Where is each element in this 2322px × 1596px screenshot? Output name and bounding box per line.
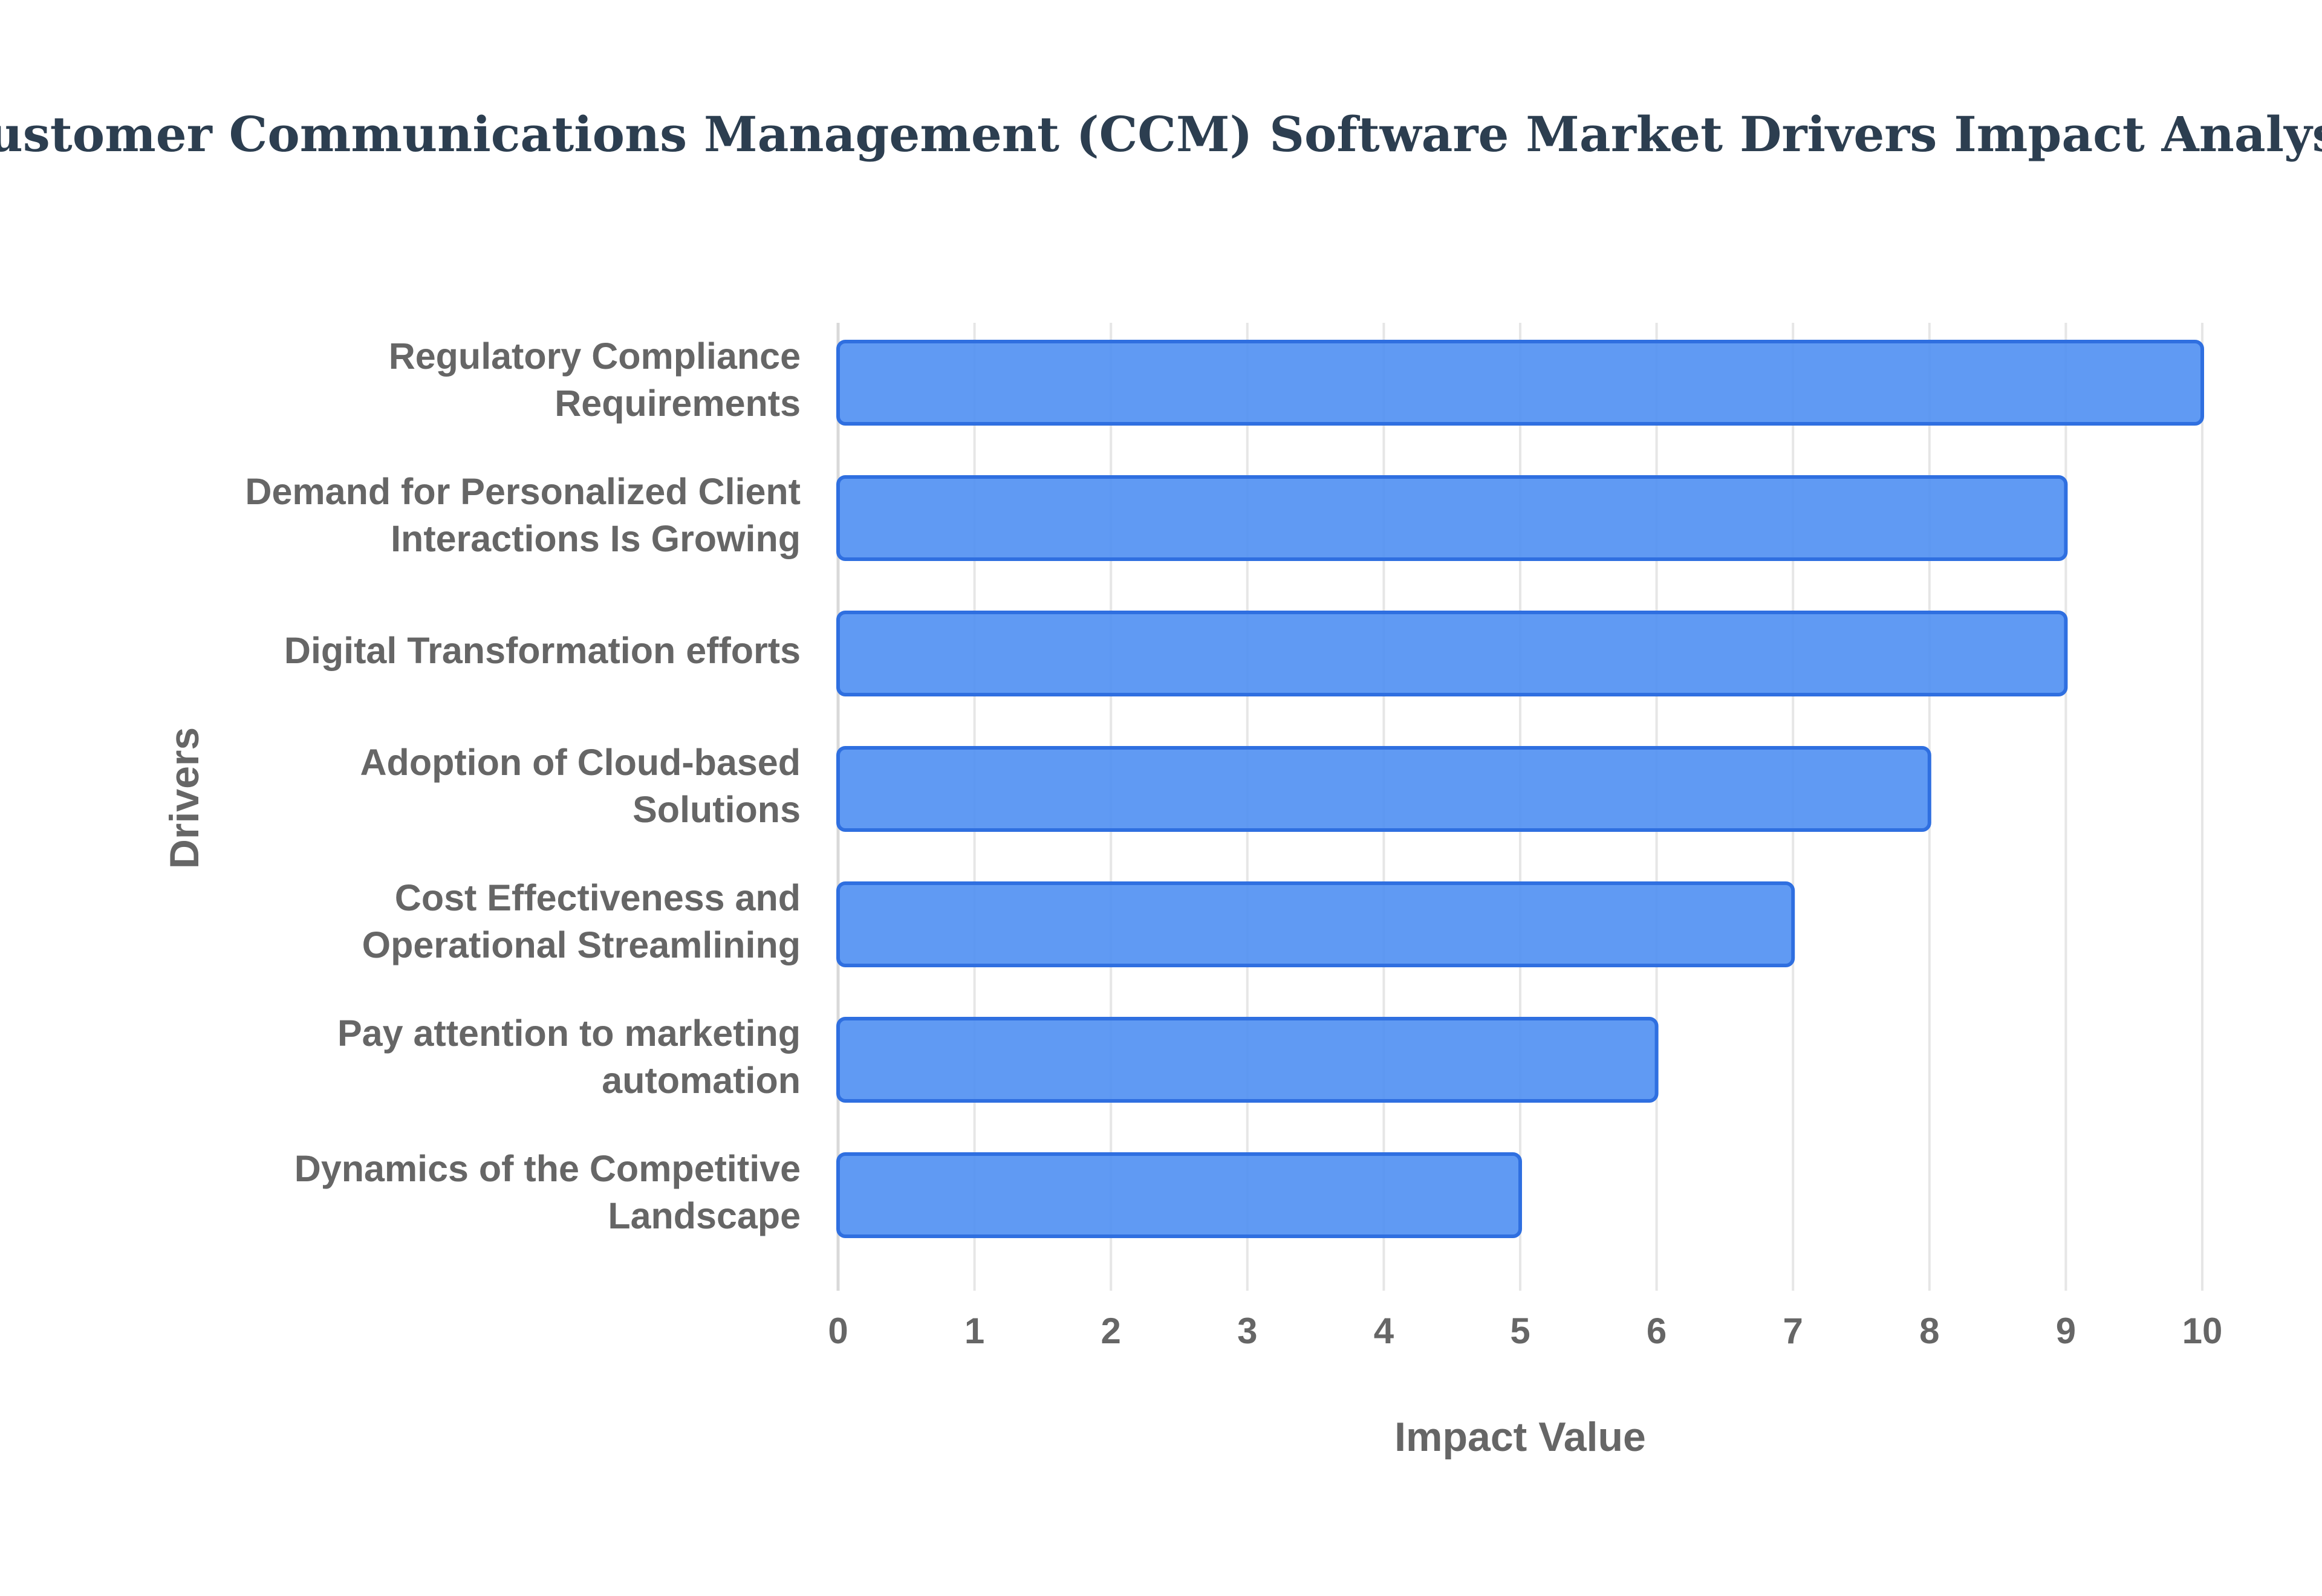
category-label: Cost Effectiveness and Operational Stream… bbox=[362, 877, 801, 965]
bar bbox=[836, 746, 1931, 832]
category-label: Pay attention to marketing automation bbox=[337, 1013, 801, 1101]
bar bbox=[836, 881, 1795, 967]
category-label: Digital Transformation efforts bbox=[284, 630, 801, 671]
x-tick-label: 6 bbox=[1647, 1311, 1667, 1351]
category-label-line: Landscape bbox=[608, 1195, 801, 1236]
category-label-line: Regulatory Compliance bbox=[389, 336, 801, 377]
category-label: Adoption of Cloud-based Solutions bbox=[360, 742, 801, 830]
bar bbox=[836, 475, 2068, 561]
category-label-line: Requirements bbox=[554, 383, 801, 424]
x-tick-label: 7 bbox=[1783, 1311, 1803, 1351]
x-tick-label: 5 bbox=[1510, 1311, 1530, 1351]
category-label-line: Cost Effectiveness and bbox=[395, 877, 801, 918]
x-tick-label: 4 bbox=[1374, 1311, 1394, 1351]
x-tick-label: 1 bbox=[964, 1311, 984, 1351]
x-tick-label: 3 bbox=[1237, 1311, 1257, 1351]
x-tick-label: 0 bbox=[828, 1311, 848, 1351]
category-label-line: Pay attention to marketing bbox=[337, 1013, 801, 1054]
category-label-line: Operational Streamlining bbox=[362, 924, 801, 965]
category-label-line: Demand for Personalized Client bbox=[245, 471, 801, 512]
category-label-line: Solutions bbox=[633, 789, 801, 830]
bar bbox=[836, 1017, 1659, 1103]
category-label-line: Adoption of Cloud-based bbox=[360, 742, 801, 783]
y-axis-title: Drivers bbox=[161, 727, 207, 869]
x-tick-label: 9 bbox=[2056, 1311, 2076, 1351]
category-label-line: Digital Transformation efforts bbox=[284, 630, 801, 671]
category-label: Demand for Personalized Client Interactio… bbox=[245, 471, 801, 559]
bars bbox=[836, 340, 2204, 1238]
bar bbox=[836, 1152, 1522, 1238]
bar bbox=[836, 611, 2068, 696]
x-tick-label: 2 bbox=[1101, 1311, 1121, 1351]
category-labels: Regulatory Compliance Requirements Demand … bbox=[245, 336, 801, 1236]
category-label: Dynamics of the Competitive Landscape bbox=[294, 1148, 801, 1236]
x-tick-label: 8 bbox=[1919, 1311, 1939, 1351]
x-axis-title: Impact Value bbox=[1394, 1414, 1646, 1460]
x-tick-label: 10 bbox=[2182, 1311, 2223, 1351]
category-label-line: Interactions Is Growing bbox=[391, 518, 801, 559]
category-label-line: automation bbox=[602, 1060, 801, 1101]
bar bbox=[836, 340, 2204, 426]
x-tick-labels: 0 1 2 3 4 5 6 7 8 9 10 bbox=[828, 1311, 2222, 1351]
category-label: Regulatory Compliance Requirements bbox=[389, 336, 801, 424]
chart-title: Customer Communications Management (CCM)… bbox=[0, 106, 2322, 163]
category-label-line: Dynamics of the Competitive bbox=[294, 1148, 801, 1189]
